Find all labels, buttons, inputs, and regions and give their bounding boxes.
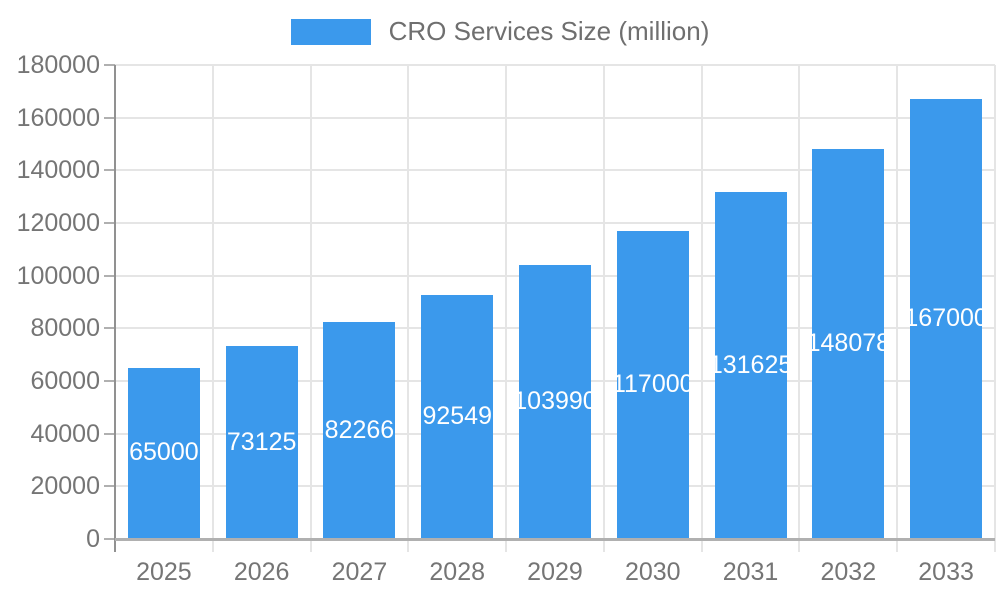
bar: 117000: [616, 230, 689, 538]
bar-value-label: 131625: [714, 350, 787, 379]
y-axis-tick: [104, 222, 115, 224]
y-gridline: [115, 222, 995, 224]
x-gridline: [407, 65, 410, 552]
bar-value-label: 82266: [324, 415, 395, 444]
bar: 167000: [910, 99, 983, 538]
y-axis-tick: [104, 274, 115, 277]
bar-value-label: 167000: [910, 304, 983, 333]
x-gridline: [602, 65, 605, 552]
x-gridline: [309, 65, 312, 552]
x-axis-label: 2026: [233, 558, 290, 586]
bar: 65000: [127, 367, 200, 538]
y-axis-tick: [104, 169, 115, 172]
x-axis-label: 2031: [722, 558, 779, 586]
bar-value-label: 148078: [812, 329, 885, 358]
x-axis-label: 2025: [136, 558, 192, 586]
bar-value-label: 103990: [519, 387, 591, 416]
bar-value-label: 92549: [422, 402, 492, 431]
bar: 131625: [714, 192, 787, 538]
y-axis-tick: [104, 432, 115, 435]
bar-value-label: 65000: [129, 438, 199, 467]
y-axis-label: 180000: [16, 51, 100, 79]
bar: 103990: [519, 265, 591, 538]
y-axis-label: 160000: [16, 103, 100, 132]
x-axis-label: 2030: [624, 558, 681, 586]
x-gridline: [994, 65, 996, 552]
y-axis-tick: [104, 538, 115, 540]
bar: 82266: [323, 322, 396, 538]
y-axis-label: 80000: [30, 314, 100, 343]
chart-legend[interactable]: CRO Services Size (million): [0, 16, 1000, 47]
y-axis-label: 60000: [30, 367, 100, 395]
y-axis-tick: [104, 116, 115, 119]
x-axis-label: 2029: [527, 558, 583, 586]
y-axis-line: [114, 65, 116, 552]
legend-label: CRO Services Size (million): [388, 16, 710, 46]
y-axis-tick: [104, 380, 115, 382]
y-axis-label: 0: [86, 525, 100, 553]
x-axis-label: 2032: [820, 558, 877, 586]
x-axis-label: 2028: [429, 558, 486, 586]
y-gridline: [115, 169, 995, 172]
bar: 148078: [812, 149, 885, 538]
y-axis-tick: [104, 64, 115, 66]
y-axis-label: 20000: [30, 472, 100, 501]
bar-value-label: 117000: [616, 369, 689, 398]
y-axis-label: 140000: [16, 156, 100, 185]
bar: 92549: [421, 295, 494, 538]
y-gridline: [115, 64, 995, 66]
x-axis-line: [115, 538, 995, 541]
x-gridline: [211, 65, 214, 552]
y-axis-tick: [104, 327, 115, 330]
y-axis-label: 40000: [30, 419, 100, 448]
x-gridline: [700, 65, 703, 552]
y-gridline: [115, 116, 995, 119]
x-gridline: [798, 65, 801, 552]
bar-value-label: 73125: [226, 427, 297, 456]
legend-swatch-icon: [290, 18, 371, 45]
y-axis-label: 120000: [16, 209, 100, 237]
x-gridline: [896, 65, 899, 552]
bar: 73125: [225, 346, 298, 538]
y-axis-label: 100000: [16, 261, 100, 290]
y-axis-tick: [104, 485, 115, 488]
x-gridline: [505, 65, 508, 552]
x-axis-label: 2033: [918, 558, 974, 586]
x-axis-label: 2027: [331, 558, 388, 586]
